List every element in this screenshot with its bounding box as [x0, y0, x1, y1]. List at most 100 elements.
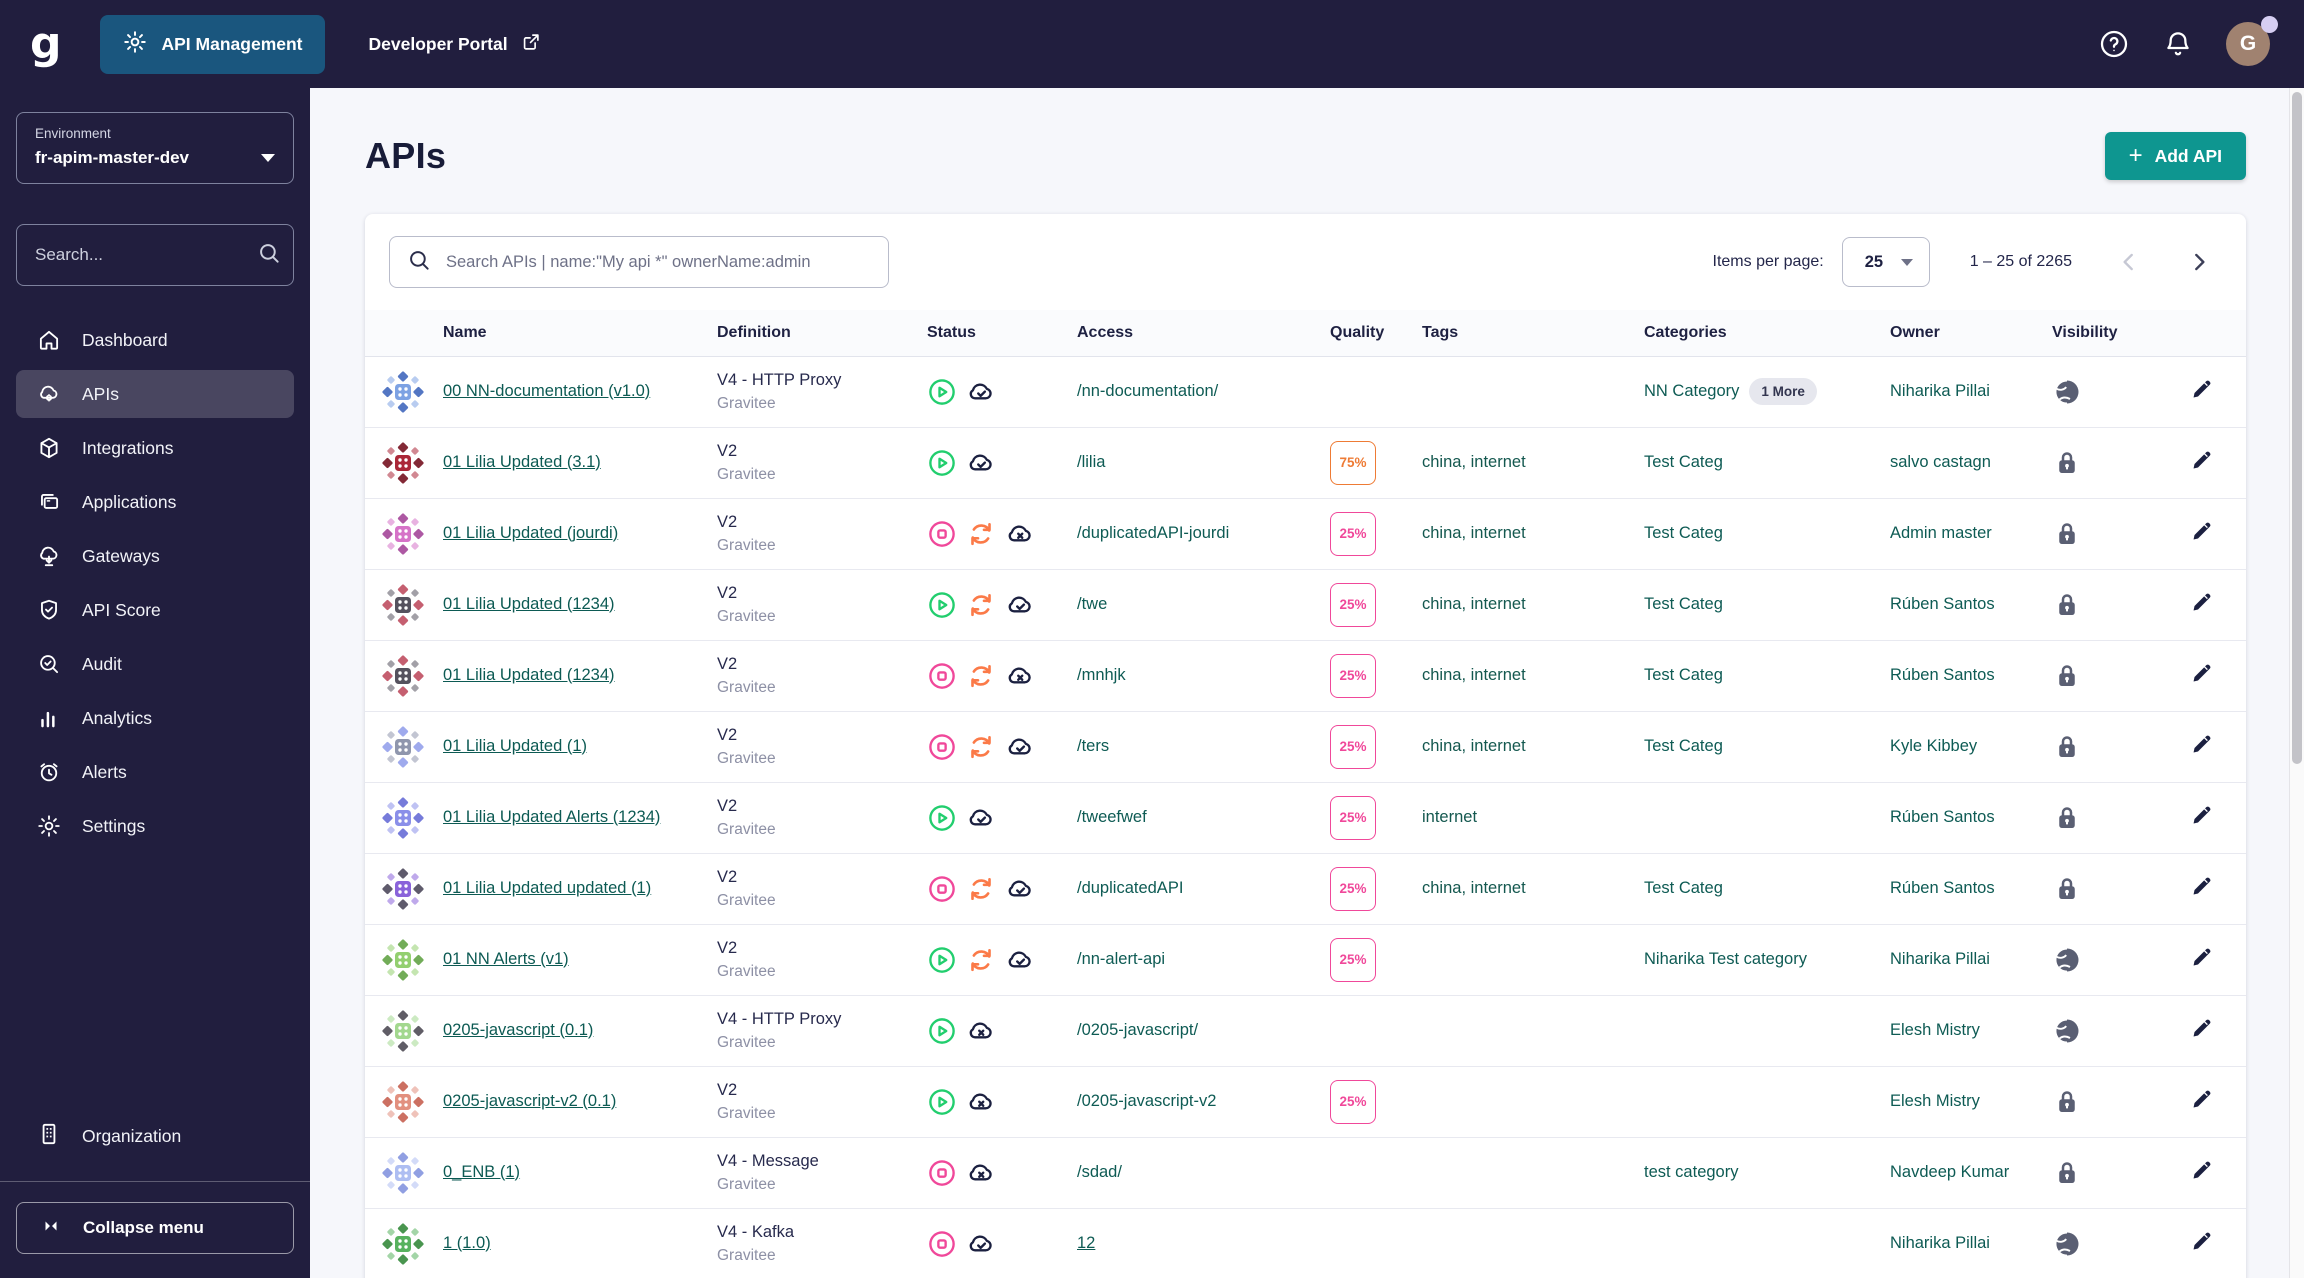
notifications-button[interactable] [2162, 28, 2194, 60]
add-api-button[interactable]: + Add API [2104, 132, 2246, 180]
gravitee-logo[interactable]: g [30, 18, 62, 69]
sidebar-item-analytics[interactable]: Analytics [16, 694, 294, 742]
sidebar-item-audit[interactable]: Audit [16, 640, 294, 688]
page-scrollbar[interactable] [2289, 88, 2304, 1278]
api-access: /nn-documentation/ [1077, 382, 1219, 400]
edit-api-button[interactable] [2189, 731, 2215, 760]
status-started-icon [927, 590, 957, 620]
api-category-link[interactable]: Test Categ [1644, 737, 1723, 755]
collapse-menu-button[interactable]: Collapse menu [16, 1202, 294, 1254]
api-owner-link[interactable]: salvo castagn [1890, 453, 1991, 471]
api-owner-link[interactable]: Niharika Pillai [1890, 950, 1990, 968]
api-owner-link[interactable]: Elesh Mistry [1890, 1092, 1980, 1110]
edit-api-button[interactable] [2189, 518, 2215, 547]
api-category-link[interactable]: Test Categ [1644, 879, 1723, 897]
items-per-page-select[interactable]: 25 [1841, 237, 1930, 287]
sidebar-search[interactable] [16, 224, 294, 286]
user-menu[interactable]: G [2226, 16, 2278, 66]
api-name-link[interactable]: 0205-javascript-v2 (0.1) [443, 1091, 617, 1110]
api-row: 01 Lilia Updated (1234) V2 Gravitee /mnh… [365, 639, 2246, 711]
api-category-link[interactable]: Test Categ [1644, 595, 1723, 613]
api-name-link[interactable]: 01 Lilia Updated (1) [443, 736, 588, 755]
api-category-link[interactable]: NN Category [1644, 382, 1740, 400]
api-status [927, 803, 1065, 833]
api-owner-link[interactable]: Rúben Santos [1890, 879, 1995, 897]
status-started-icon [927, 1087, 957, 1117]
api-row: 0205-javascript (0.1) V4 - HTTP Proxy Gr… [365, 994, 2246, 1066]
api-name-link[interactable]: 01 NN Alerts (v1) [443, 949, 569, 968]
external-link-icon [520, 31, 542, 58]
sidebar-item-label: Settings [82, 815, 146, 836]
scrollbar-thumb[interactable] [2292, 92, 2302, 764]
edit-api-button[interactable] [2189, 873, 2215, 902]
sidebar-item-api-score[interactable]: API Score [16, 586, 294, 634]
api-status [927, 1158, 1065, 1188]
edit-api-button[interactable] [2189, 1015, 2215, 1044]
nav-developer-portal[interactable]: Developer Portal [369, 31, 542, 58]
sidebar-item-dashboard[interactable]: Dashboard [16, 316, 294, 364]
api-owner-link[interactable]: Kyle Kibbey [1890, 737, 1978, 755]
api-owner-link[interactable]: Rúben Santos [1890, 595, 1995, 613]
api-picture [382, 654, 424, 697]
api-owner-link[interactable]: Rúben Santos [1890, 666, 1995, 684]
api-name-link[interactable]: 01 Lilia Updated (jourdi) [443, 523, 619, 542]
api-owner-link[interactable]: Rúben Santos [1890, 808, 1995, 826]
edit-api-button[interactable] [2189, 802, 2215, 831]
api-name-link[interactable]: 0205-javascript (0.1) [443, 1020, 594, 1039]
api-owner-link[interactable]: Niharika Pillai [1890, 382, 1990, 400]
api-category-link[interactable]: Niharika Test category [1644, 950, 1807, 968]
api-quality: 25% [1318, 497, 1410, 569]
sidebar-search-input[interactable] [35, 245, 256, 265]
edit-api-button[interactable] [2189, 1086, 2215, 1115]
chevron-down-icon [1900, 258, 1913, 266]
api-category-link[interactable]: Test Categ [1644, 524, 1723, 542]
api-name-link[interactable]: 01 Lilia Updated updated (1) [443, 878, 652, 897]
edit-api-button[interactable] [2189, 660, 2215, 689]
environment-select[interactable]: Environment fr-apim-master-dev [16, 112, 294, 184]
sidebar-item-applications[interactable]: Applications [16, 478, 294, 526]
api-name-link[interactable]: 00 NN-documentation (v1.0) [443, 381, 651, 400]
next-page-button[interactable] [2186, 249, 2212, 275]
help-button[interactable] [2098, 28, 2130, 60]
categories-more-badge[interactable]: 1 More [1749, 378, 1817, 405]
apis-search[interactable] [389, 236, 889, 288]
nav-api-management[interactable]: API Management [99, 14, 325, 74]
edit-api-button[interactable] [2189, 589, 2215, 618]
api-name-link[interactable]: 0_ENB (1) [443, 1162, 521, 1181]
edit-api-button[interactable] [2189, 944, 2215, 973]
api-definition: V4 - Message [717, 1151, 819, 1170]
api-avatar [381, 1009, 425, 1053]
collapse-menu-label: Collapse menu [83, 1218, 204, 1237]
sidebar-item-apis[interactable]: APIs [16, 370, 294, 418]
sidebar-item-organization[interactable]: Organization [16, 1110, 294, 1163]
sidebar-item-alerts[interactable]: Alerts [16, 748, 294, 796]
api-category-link[interactable]: Test Categ [1644, 666, 1723, 684]
api-name-link[interactable]: 1 (1.0) [443, 1233, 491, 1252]
api-access[interactable]: 12 [1077, 1234, 1096, 1252]
api-avatar [381, 1222, 425, 1266]
api-owner-link[interactable]: Niharika Pillai [1890, 1234, 1990, 1252]
sidebar-item-integrations[interactable]: Integrations [16, 424, 294, 472]
column-header-visibility: Visibility [2040, 310, 2145, 357]
api-name-link[interactable]: 01 Lilia Updated Alerts (1234) [443, 807, 661, 826]
previous-page-button[interactable] [2116, 249, 2142, 275]
status-stopped-icon [927, 519, 957, 549]
user-avatar[interactable]: G [2226, 22, 2270, 66]
api-owner-link[interactable]: Elesh Mistry [1890, 1021, 1980, 1039]
edit-api-button[interactable] [2189, 447, 2215, 476]
sidebar-item-gateways[interactable]: Gateways [16, 532, 294, 580]
edit-api-button[interactable] [2189, 1157, 2215, 1186]
api-category-link[interactable]: test category [1644, 1163, 1739, 1181]
api-avatar [381, 654, 425, 698]
sidebar-item-settings[interactable]: Settings [16, 802, 294, 850]
api-name-link[interactable]: 01 Lilia Updated (1234) [443, 665, 615, 684]
api-owner-link[interactable]: Navdeep Kumar [1890, 1163, 2010, 1181]
edit-api-button[interactable] [2189, 376, 2215, 405]
apis-search-input[interactable] [446, 252, 872, 272]
api-name-link[interactable]: 01 Lilia Updated (3.1) [443, 452, 601, 471]
api-category-link[interactable]: Test Categ [1644, 453, 1723, 471]
api-name-link[interactable]: 01 Lilia Updated (1234) [443, 594, 615, 613]
api-owner-link[interactable]: Admin master [1890, 524, 1992, 542]
edit-api-button[interactable] [2189, 1228, 2215, 1257]
status-started-icon [927, 448, 957, 478]
